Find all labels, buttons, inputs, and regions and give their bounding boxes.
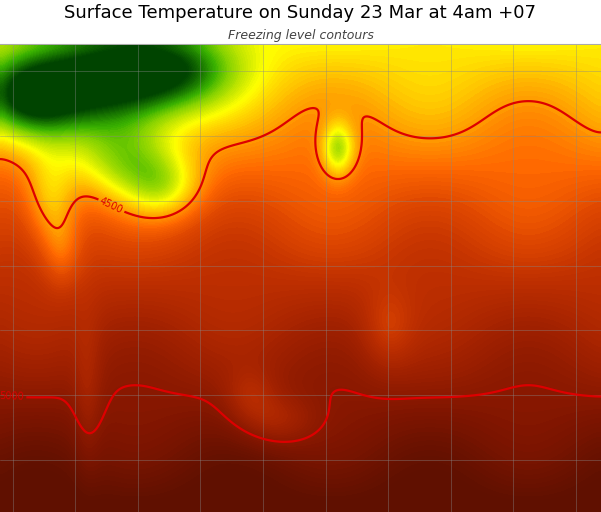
Text: 5000: 5000 (0, 392, 25, 402)
Text: 4500: 4500 (98, 196, 124, 216)
Text: Freezing level contours: Freezing level contours (228, 29, 373, 41)
Text: Surface Temperature on Sunday 23 Mar at 4am +07: Surface Temperature on Sunday 23 Mar at … (64, 4, 537, 22)
